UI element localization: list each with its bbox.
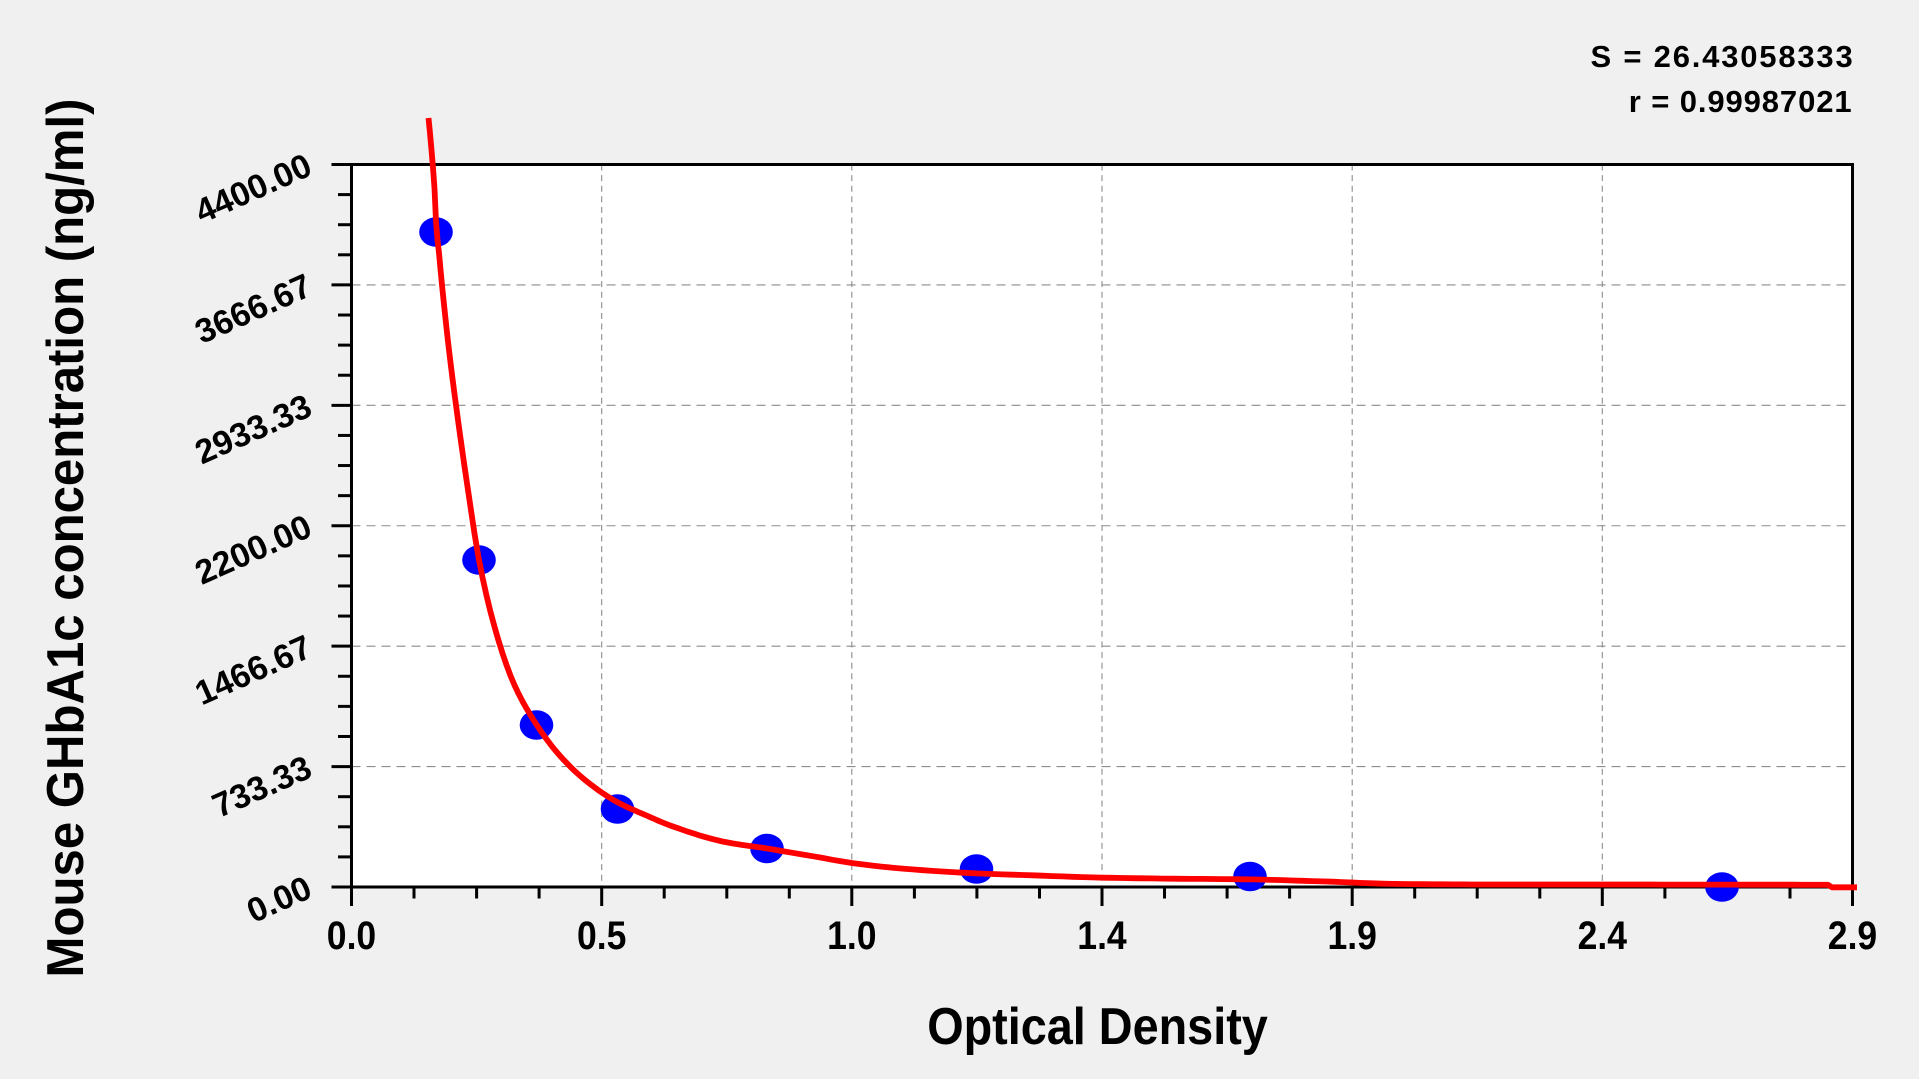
svg-text:Optical Density: Optical Density xyxy=(927,998,1268,1056)
svg-text:Mouse GHbA1c concentration (ng: Mouse GHbA1c concentration (ng/ml) xyxy=(36,99,95,978)
svg-text:2.9: 2.9 xyxy=(1828,913,1877,957)
svg-text:1.9: 1.9 xyxy=(1327,913,1376,957)
svg-text:r = 0.99987021: r = 0.99987021 xyxy=(1629,84,1853,119)
svg-text:2.4: 2.4 xyxy=(1578,913,1628,957)
svg-text:1.0: 1.0 xyxy=(827,913,876,957)
svg-text:0.5: 0.5 xyxy=(577,913,626,957)
svg-text:0.0: 0.0 xyxy=(327,913,376,957)
svg-text:1.4: 1.4 xyxy=(1077,913,1127,957)
svg-text:S = 26.43058333: S = 26.43058333 xyxy=(1590,39,1854,74)
